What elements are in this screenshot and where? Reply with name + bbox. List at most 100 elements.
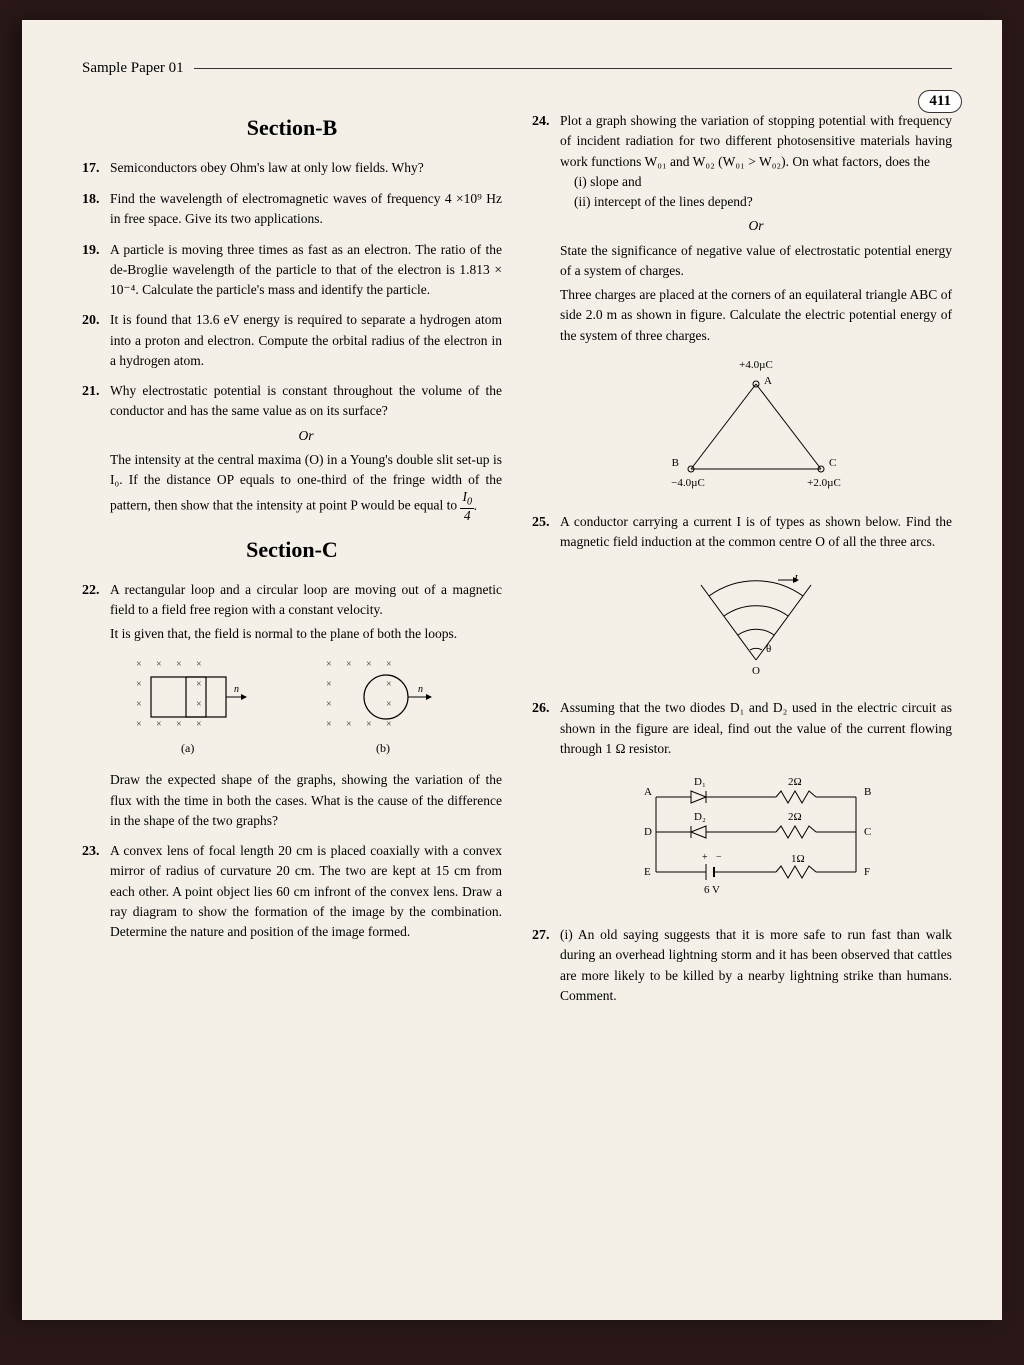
q21-or: Or <box>110 426 502 446</box>
question-20: 20. It is found that 13.6 eV energy is r… <box>82 310 502 371</box>
qnum-19: 19. <box>82 240 110 301</box>
q25-arcs-svg: θ O I <box>666 560 846 680</box>
header-row: Sample Paper 01 <box>82 60 952 77</box>
question-18: 18. Find the wavelength of electromagnet… <box>82 189 502 230</box>
svg-text:A: A <box>644 786 652 798</box>
section-c-heading: Section-C <box>82 533 502 566</box>
left-column: Section-B 17. Semiconductors obey Ohm's … <box>82 101 502 1016</box>
qbody-18: Find the wavelength of electromagnetic w… <box>110 189 502 230</box>
qnum-27: 27. <box>532 925 560 1006</box>
q22-text2: It is given that, the field is normal to… <box>110 624 502 644</box>
svg-text:×: × <box>366 659 372 670</box>
header-rule <box>194 68 952 69</box>
svg-text:×: × <box>156 659 162 670</box>
q21-text: Why electrostatic potential is constant … <box>110 383 502 418</box>
page: Sample Paper 01 411 Section-B 17. Semico… <box>22 20 1002 1320</box>
q22-text3: Draw the expected shape of the graphs, s… <box>110 770 502 831</box>
qbody-25: A conductor carrying a current I is of t… <box>560 512 952 689</box>
q26-circuit-figure: A B D C E F D₁ <box>560 767 952 907</box>
qnum-26: 26. <box>532 698 560 915</box>
qnum-23: 23. <box>82 841 110 942</box>
q24-or-text1: State the significance of negative value… <box>560 241 952 282</box>
svg-text:D: D <box>644 826 652 838</box>
svg-text:×: × <box>386 679 392 690</box>
svg-text:O: O <box>752 665 760 677</box>
svg-text:+: + <box>702 852 708 863</box>
svg-text:×: × <box>136 659 142 670</box>
q22-figure: × × × × × × × × × × × × n (a) <box>110 652 502 762</box>
svg-text:B: B <box>672 457 679 469</box>
qnum-20: 20. <box>82 310 110 371</box>
svg-text:D₂: D₂ <box>694 811 706 823</box>
q21-formula: I0 4 . <box>460 498 477 513</box>
svg-text:×: × <box>346 659 352 670</box>
svg-text:×: × <box>136 699 142 710</box>
right-column: 24. Plot a graph showing the variation o… <box>532 101 952 1016</box>
svg-text:×: × <box>176 719 182 730</box>
svg-text:×: × <box>326 659 332 670</box>
qbody-24: Plot a graph showing the variation of st… <box>560 111 952 502</box>
qbody-20: It is found that 13.6 eV energy is requi… <box>110 310 502 371</box>
svg-text:×: × <box>326 699 332 710</box>
svg-text:×: × <box>346 719 352 730</box>
question-23: 23. A convex lens of focal length 20 cm … <box>82 841 502 942</box>
svg-text:×: × <box>136 679 142 690</box>
svg-text:×: × <box>326 719 332 730</box>
qnum-24: 24. <box>532 111 560 502</box>
qnum-22: 22. <box>82 580 110 832</box>
qnum-25: 25. <box>532 512 560 689</box>
question-19: 19. A particle is moving three times as … <box>82 240 502 301</box>
svg-text:×: × <box>326 679 332 690</box>
svg-text:×: × <box>196 659 202 670</box>
qbody-26: Assuming that the two diodes D₁ and D₂ u… <box>560 698 952 915</box>
qbody-19: A particle is moving three times as fast… <box>110 240 502 301</box>
qnum-18: 18. <box>82 189 110 230</box>
svg-text:C: C <box>864 826 871 838</box>
svg-text:×: × <box>196 699 202 710</box>
svg-text:−: − <box>716 852 722 863</box>
svg-text:2Ω: 2Ω <box>788 811 802 823</box>
q24-ii: (ii) intercept of the lines depend? <box>574 192 952 212</box>
q24-triangle-figure: +4.0µC A B C −4.0µC +2.0µC <box>560 354 952 494</box>
question-17: 17. Semiconductors obey Ohm's law at onl… <box>82 158 502 179</box>
q25-arcs-figure: θ O I <box>560 560 952 680</box>
q22-loops-svg: × × × × × × × × × × × × n (a) <box>126 652 486 762</box>
qbody-22: A rectangular loop and a circular loop a… <box>110 580 502 832</box>
svg-text:n: n <box>234 684 239 695</box>
svg-text:×: × <box>176 659 182 670</box>
q24-or: Or <box>560 216 952 236</box>
charge-c-label: +2.0µC <box>807 477 841 489</box>
two-column-layout: Section-B 17. Semiconductors obey Ohm's … <box>82 101 952 1016</box>
paper-title: Sample Paper 01 <box>82 60 184 77</box>
svg-text:θ: θ <box>766 643 771 655</box>
svg-text:6 V: 6 V <box>704 884 720 896</box>
section-b-heading: Section-B <box>82 111 502 144</box>
question-25: 25. A conductor carrying a current I is … <box>532 512 952 689</box>
svg-text:A: A <box>764 375 772 387</box>
q24-text: Plot a graph showing the variation of st… <box>560 113 952 169</box>
q22-fig-b-label: (b) <box>376 741 390 755</box>
svg-text:E: E <box>644 866 651 878</box>
svg-text:×: × <box>386 699 392 710</box>
svg-text:I: I <box>793 573 799 585</box>
qnum-17: 17. <box>82 158 110 179</box>
svg-text:×: × <box>156 719 162 730</box>
svg-text:×: × <box>386 719 392 730</box>
q22-text: A rectangular loop and a circular loop a… <box>110 582 502 617</box>
charge-b-label: −4.0µC <box>671 477 705 489</box>
svg-text:C: C <box>829 457 836 469</box>
svg-text:D₁: D₁ <box>694 776 706 788</box>
svg-text:×: × <box>386 659 392 670</box>
charge-a-label: +4.0µC <box>739 359 773 371</box>
q22-fig-a-label: (a) <box>181 741 194 755</box>
svg-text:n: n <box>418 684 423 695</box>
question-22: 22. A rectangular loop and a circular lo… <box>82 580 502 832</box>
svg-text:1Ω: 1Ω <box>791 853 805 865</box>
q24-or-text2: Three charges are placed at the corners … <box>560 285 952 346</box>
q21-or-text: The intensity at the central maxima (O) … <box>110 452 502 513</box>
qbody-27: (i) An old saying suggests that it is mo… <box>560 925 952 1006</box>
q24-i: (i) slope and <box>574 172 952 192</box>
svg-text:2Ω: 2Ω <box>788 776 802 788</box>
question-26: 26. Assuming that the two diodes D₁ and … <box>532 698 952 915</box>
qnum-21: 21. <box>82 381 110 523</box>
